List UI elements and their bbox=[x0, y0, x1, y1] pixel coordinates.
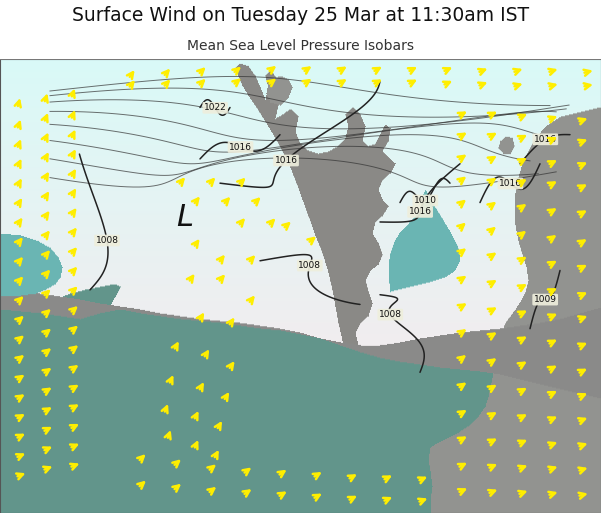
Text: Surface Wind on Tuesday 25 Mar at 11:30am IST: Surface Wind on Tuesday 25 Mar at 11:30a… bbox=[72, 6, 529, 25]
Text: 1016: 1016 bbox=[499, 179, 522, 188]
Text: 1016: 1016 bbox=[229, 143, 252, 151]
Text: 1008: 1008 bbox=[96, 236, 118, 245]
Text: 1010: 1010 bbox=[414, 196, 437, 205]
Text: 1009: 1009 bbox=[534, 295, 557, 304]
Text: 1016: 1016 bbox=[275, 156, 297, 165]
Text: 1008: 1008 bbox=[298, 261, 322, 270]
Text: 1016: 1016 bbox=[534, 135, 557, 144]
Text: 1008: 1008 bbox=[379, 310, 402, 319]
Text: Mean Sea Level Pressure Isobars: Mean Sea Level Pressure Isobars bbox=[187, 39, 414, 53]
Text: 1016: 1016 bbox=[409, 207, 432, 216]
Text: 1022: 1022 bbox=[204, 103, 227, 112]
Text: L: L bbox=[177, 203, 194, 232]
